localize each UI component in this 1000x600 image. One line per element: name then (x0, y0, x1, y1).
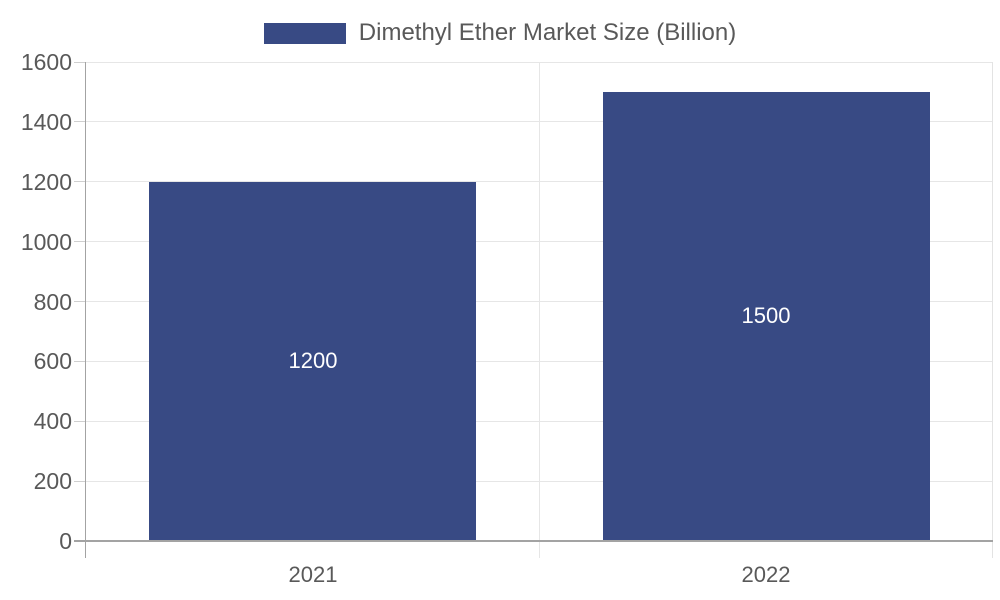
bar-value-label: 1200 (288, 348, 338, 373)
y-axis-label: 800 (33, 288, 72, 315)
x-axis-line (74, 540, 993, 542)
bar (603, 92, 930, 540)
y-axis-label: 200 (33, 468, 72, 495)
y-axis-tick (74, 480, 86, 482)
bar-value-label: 1500 (741, 303, 791, 328)
y-axis-tick (74, 420, 86, 422)
y-axis-label: 1200 (20, 168, 72, 195)
bar (149, 182, 476, 540)
legend-label: Dimethyl Ether Market Size (Billion) (358, 19, 737, 46)
y-axis-line (85, 62, 86, 558)
y-axis-tick (74, 121, 86, 123)
y-axis-label: 1600 (20, 49, 72, 75)
x-axis-label: 2021 (288, 562, 338, 587)
y-axis-label: 1000 (20, 228, 72, 255)
y-axis-tick (74, 241, 86, 243)
plot-right-border (992, 62, 993, 558)
y-axis-label: 600 (33, 348, 72, 375)
y-axis-tick (74, 181, 86, 183)
gridline-vertical (539, 62, 540, 558)
y-axis-label: 1400 (20, 108, 72, 135)
y-axis-label: 0 (59, 528, 72, 554)
y-axis-tick (74, 61, 86, 63)
y-axis-tick (74, 360, 86, 362)
x-axis-label: 2022 (741, 562, 791, 587)
y-axis-tick (74, 301, 86, 302)
legend-swatch (263, 22, 346, 44)
legend[interactable]: Dimethyl Ether Market Size (Billion) (0, 20, 1000, 46)
y-axis-label: 400 (33, 408, 72, 435)
